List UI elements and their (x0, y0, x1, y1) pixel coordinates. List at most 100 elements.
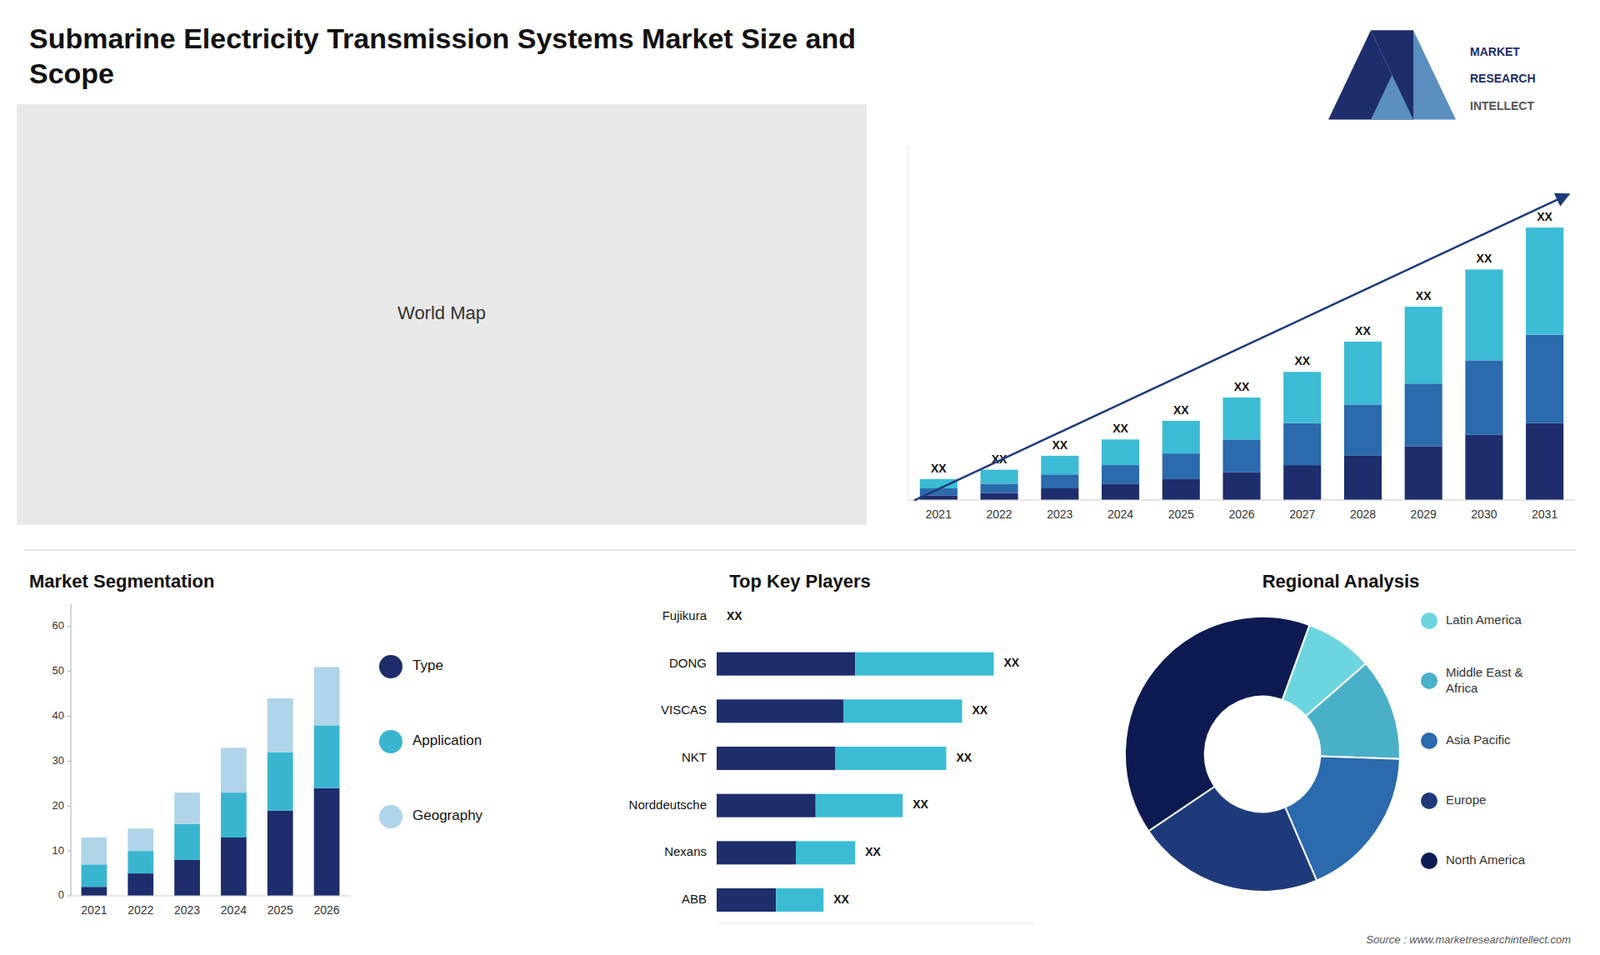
bar-segment (716, 699, 844, 723)
text-line: Scope (29, 57, 115, 90)
bar-segment (855, 652, 994, 676)
bar-segment (174, 792, 200, 825)
bar-segment (980, 483, 1019, 493)
chart: 2021202220232024202520262027202820292030… (908, 145, 1575, 521)
legend-swatch (1420, 612, 1438, 630)
bar-label: XX (956, 750, 973, 765)
x-tick-label: 2022 (127, 903, 154, 917)
bar-segment (314, 725, 340, 788)
y-axis-line (70, 604, 72, 896)
bar-segment (980, 470, 1019, 485)
bar-segment (174, 824, 200, 860)
bar-segment (1162, 420, 1200, 454)
separator (24, 550, 1576, 551)
x-tick-label: 2024 (220, 903, 247, 917)
bar-label: XX (1476, 251, 1493, 265)
x-tick-label: 2029 (1410, 507, 1437, 521)
bar-segment (1283, 371, 1321, 423)
bar-segment (267, 810, 294, 896)
bar-segment (980, 493, 1019, 500)
chart-title: Market Segmentation (29, 570, 215, 592)
trend-arrow (914, 194, 1569, 500)
x-tick-label: 2027 (1289, 507, 1315, 521)
bar-segment (1525, 335, 1564, 424)
bar-segment (716, 605, 718, 629)
x-axis-line (716, 923, 1034, 925)
page: Submarine Electricity Transmission Syste… (0, 0, 1600, 955)
bar-segment (1465, 435, 1503, 500)
bars (81, 666, 340, 896)
legend-label: Middle East &Africa (1445, 664, 1524, 695)
legend-swatch (379, 730, 403, 754)
y-tick (67, 895, 71, 897)
bar-segment (81, 864, 108, 887)
bar-segment (220, 747, 247, 793)
legend-label: Type (412, 657, 444, 674)
bar-label: XX (1051, 438, 1068, 452)
bar-segment (1162, 479, 1200, 500)
y-tick (67, 625, 71, 627)
bar-segment (314, 666, 340, 725)
legend-label: Latin America (1445, 612, 1523, 627)
legend: Latin AmericaMiddle East &AfricaAsia Pac… (1420, 612, 1526, 870)
bar-label: XX (726, 609, 743, 623)
bar-segment (81, 886, 108, 896)
y-tick-label: 0 (58, 888, 65, 901)
bar-segment (1283, 465, 1321, 500)
legend-label: Application (412, 732, 482, 749)
bar-segment (716, 888, 776, 912)
pie-slice (1125, 616, 1310, 831)
bar-segment (1162, 453, 1200, 480)
bar-segment (716, 605, 718, 629)
bar-label: XX (1234, 380, 1250, 394)
bar-segment (1405, 383, 1443, 446)
y-tick-label: DONG (669, 655, 707, 670)
bar-segment (1222, 397, 1260, 440)
bars (716, 652, 995, 912)
y-tick (67, 760, 71, 762)
chart: Market Segmentation010203040506020212022… (29, 570, 484, 917)
y-tick-label: 50 (52, 664, 65, 677)
logo-text: INTELLECT (1470, 99, 1535, 113)
bar-segment (314, 788, 340, 896)
x-tick-label: 2028 (1350, 507, 1376, 521)
y-tick-label: 30 (52, 754, 65, 767)
legend-swatch (1420, 732, 1438, 750)
bar-segment (1465, 269, 1503, 360)
bar-label: XX (833, 892, 850, 906)
text-line: Submarine Electricity Transmission Syste… (29, 22, 856, 55)
bar-segment (220, 792, 247, 838)
logo-shape (1370, 30, 1414, 120)
bar-segment (843, 699, 963, 723)
bar-label: XX (1415, 289, 1432, 303)
legend-swatch (1420, 792, 1438, 810)
bar-label: XX (930, 461, 947, 475)
x-tick-label: 2023 (1046, 507, 1073, 521)
bar-segment (127, 873, 154, 896)
bar-segment (775, 888, 824, 912)
bar-segment (716, 840, 796, 865)
bar-segment (174, 860, 200, 896)
bar-segment (1101, 439, 1140, 465)
map-area (16, 104, 867, 525)
bar-segment (127, 850, 154, 874)
chart-title: Regional Analysis (1262, 570, 1420, 592)
bar-segment (1405, 446, 1443, 500)
x-tick-label: 2024 (1107, 507, 1134, 521)
text-line: Middle East & (1445, 664, 1524, 679)
y-tick-label: 40 (52, 709, 65, 722)
bar-segment (1344, 455, 1382, 500)
bar-segment (1465, 360, 1503, 435)
source-text: Source : www.marketresearchintellect.com (1365, 933, 1571, 946)
bar-label: XX (1294, 354, 1310, 368)
x-tick-label: 2025 (267, 903, 294, 917)
legend-swatch (1420, 672, 1438, 690)
y-tick-label: ABB (681, 891, 707, 906)
x-tick-label: 2022 (986, 507, 1013, 521)
bar-segment (1405, 306, 1443, 384)
bar-segment (1040, 474, 1079, 489)
bar-segment (127, 828, 154, 851)
logo-text: RESEARCH (1470, 71, 1536, 85)
bar-segment (815, 794, 904, 818)
bar-segment (1525, 227, 1564, 335)
